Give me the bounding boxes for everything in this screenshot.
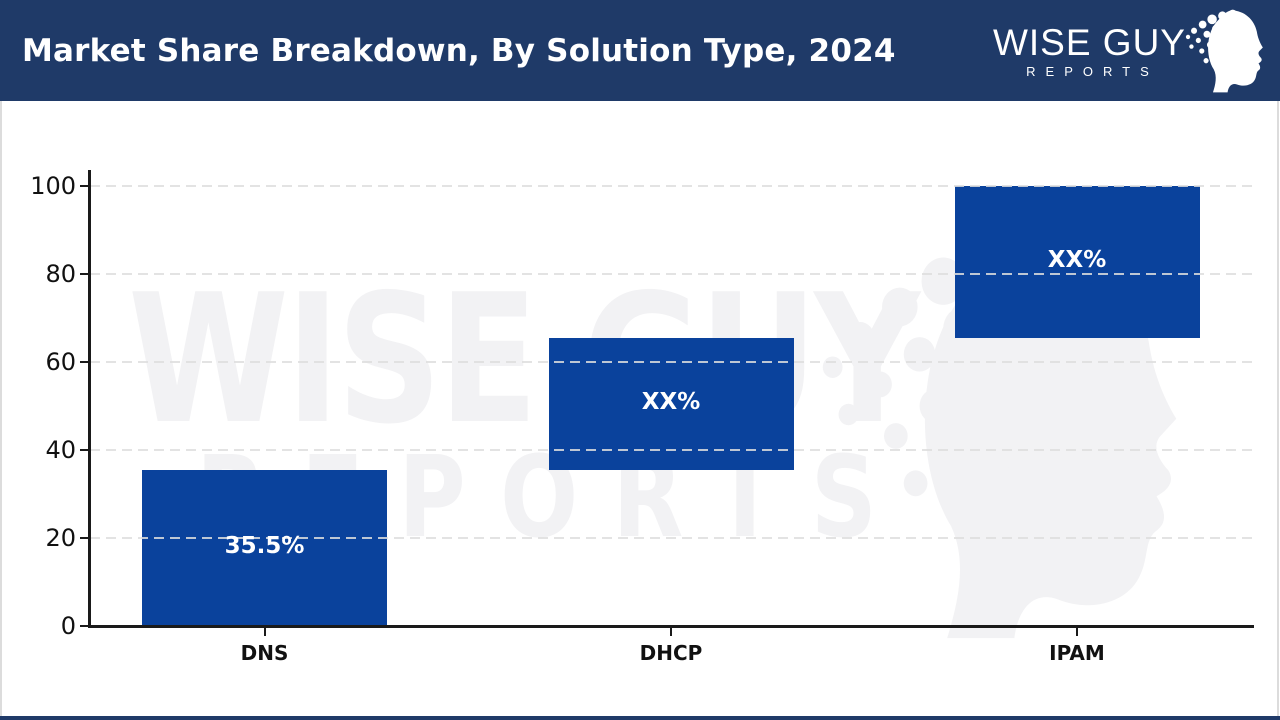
y-tick-mark	[80, 625, 89, 627]
bar-segment-dns	[142, 469, 387, 626]
x-tick-mark	[670, 628, 672, 636]
bar-value-label: XX%	[1047, 246, 1107, 273]
y-tick-label: 20	[45, 524, 76, 552]
header-bar: Market Share Breakdown, By Solution Type…	[0, 0, 1280, 101]
logo-brand-text: WISE GUY	[992, 21, 1186, 63]
y-tick-label: 100	[30, 172, 76, 200]
x-tick-label: IPAM	[1049, 641, 1105, 665]
y-tick-mark	[80, 537, 89, 539]
wiseguy-logo: WISE GUY REPORTS	[993, 0, 1268, 101]
y-axis-spine	[88, 170, 91, 628]
footer-bar	[0, 716, 1280, 720]
x-tick-mark	[1076, 628, 1078, 636]
x-tick-label: DHCP	[639, 641, 703, 665]
gridline	[90, 449, 1253, 451]
y-tick-mark	[80, 449, 89, 451]
x-tick-mark	[263, 628, 266, 636]
page-title: Market Share Breakdown, By Solution Type…	[22, 32, 896, 69]
bar-value-label: XX%	[641, 388, 701, 415]
x-tick-label: DNS	[240, 641, 289, 665]
gridline	[90, 361, 1253, 363]
y-tick-mark	[80, 185, 89, 187]
x-axis-spine	[88, 625, 1254, 628]
gridline	[90, 273, 1253, 275]
chart-area: WISE GUY REPORTS 35.5% XX% XX% 0 20 40 60 80 10…	[0, 101, 1280, 716]
bar-segment-dhcp	[548, 337, 794, 470]
gridline	[90, 537, 1253, 539]
y-tick-label: 60	[45, 348, 76, 376]
page-edge-left	[0, 101, 2, 717]
y-tick-label: 0	[60, 612, 76, 640]
y-tick-label: 80	[45, 260, 76, 288]
y-tick-mark	[80, 273, 89, 275]
y-tick-label: 40	[45, 436, 76, 464]
bar-value-label: 35.5%	[224, 532, 305, 559]
y-tick-mark	[80, 361, 89, 363]
logo-sub-text: REPORTS	[1026, 63, 1159, 79]
logo-head-icon	[1185, 9, 1263, 92]
page-edge-right	[1277, 101, 1279, 717]
plot: 35.5% XX% XX% 0 20 40 60 80 100 DNS DHCP IPAM	[0, 101, 1280, 716]
gridline	[90, 185, 1253, 187]
